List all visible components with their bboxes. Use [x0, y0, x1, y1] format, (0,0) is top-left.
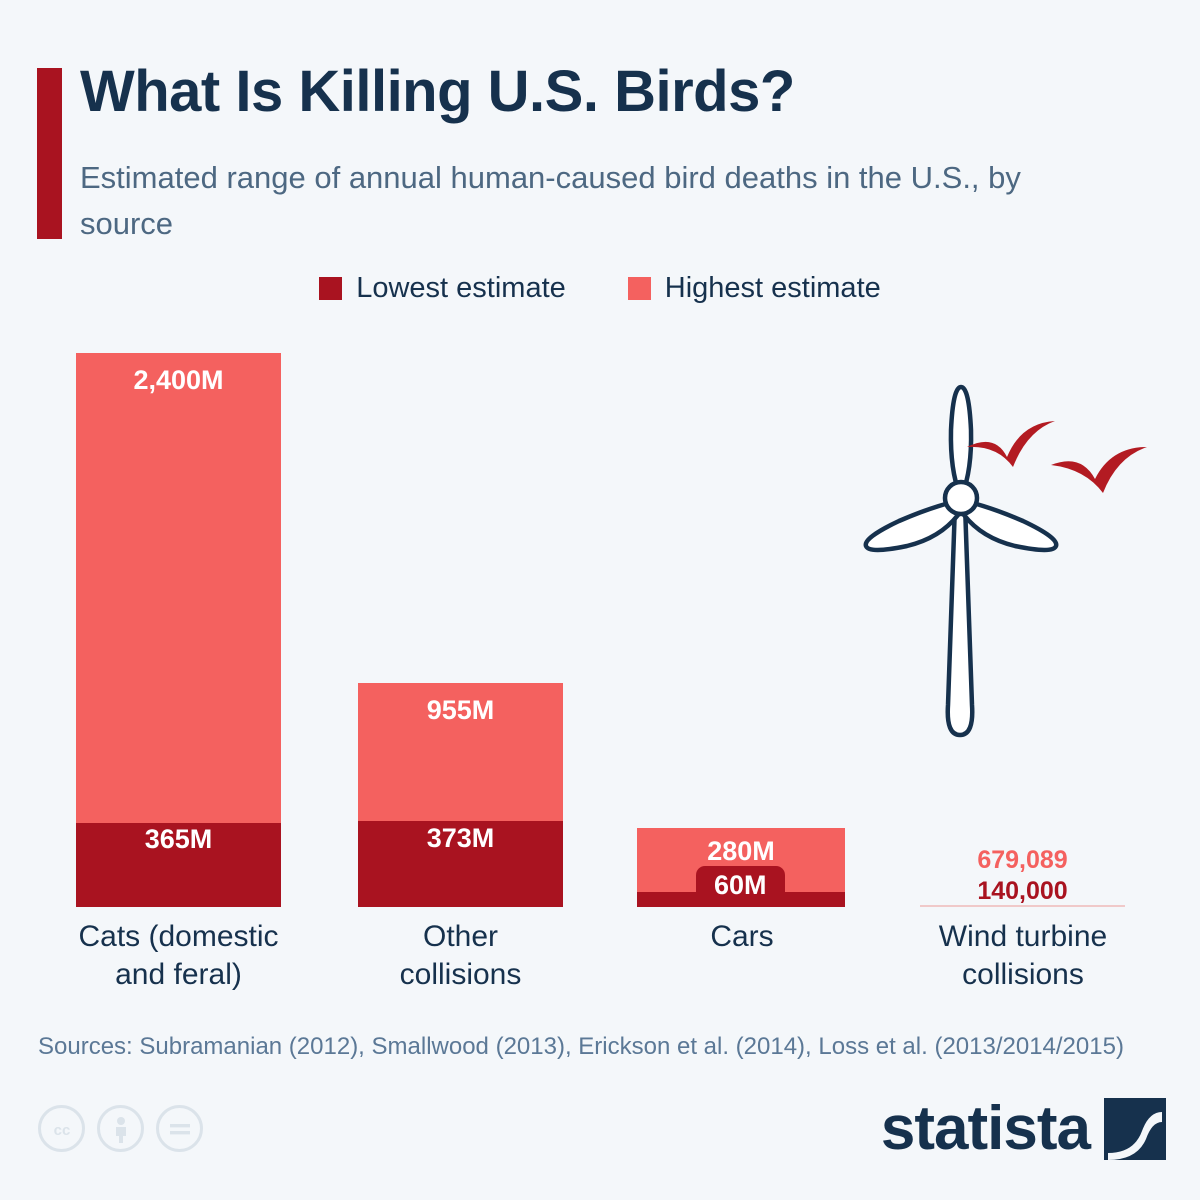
statista-swoosh-icon	[1104, 1098, 1166, 1160]
wind-low-label: 140,000	[977, 877, 1068, 905]
turbine-tower-icon	[945, 502, 975, 738]
wind-turbine-values: 679,089 140,000	[920, 845, 1125, 907]
category-label-cats-line1: Cats (domestic	[78, 920, 279, 953]
attribution-icon[interactable]	[97, 1105, 144, 1152]
bird-icon-1	[967, 421, 1055, 467]
sources-note: Sources: Subramanian (2012), Smallwood (…	[38, 1033, 1124, 1060]
page-subtitle: Estimated range of annual human-caused b…	[80, 160, 1021, 241]
bar-cats-low-segment	[76, 823, 281, 907]
turbine-hub-icon	[942, 479, 980, 517]
legend-swatch-lowest-icon	[319, 277, 343, 300]
category-label-wind-line2: collisions	[962, 958, 1084, 991]
bar-other-low-label: 373M	[426, 823, 495, 853]
wind-baseline-rule	[920, 905, 1125, 907]
wind-turbine-illustration	[863, 384, 1147, 738]
category-label-wind-line1: Wind turbine	[938, 920, 1108, 953]
statista-logo[interactable]: statista	[881, 1098, 1166, 1160]
creative-commons-icon[interactable]: cc	[38, 1105, 85, 1152]
no-derivatives-icon[interactable]	[156, 1105, 203, 1152]
legend-item-lowest[interactable]: Lowest estimate	[319, 272, 566, 305]
category-label-cars: Cars	[638, 918, 846, 956]
chart-legend: Lowest estimate Highest estimate	[0, 272, 1200, 305]
equals-glyph-icon	[169, 1123, 190, 1134]
category-label-other-line2: collisions	[399, 958, 522, 991]
bird-icon-2	[1051, 447, 1147, 493]
statista-mark-icon	[1104, 1098, 1166, 1160]
turbine-blade-left-icon	[863, 499, 961, 553]
category-label-other-collisions: Other collisions	[333, 918, 588, 994]
bar-other-collisions[interactable]: 955M 373M	[358, 683, 563, 907]
turbine-blade-right-icon	[961, 499, 1059, 553]
bar-cars-high-label: 280M	[707, 836, 775, 866]
legend-label-lowest: Lowest estimate	[356, 272, 566, 304]
category-label-cats: Cats (domestic and feral)	[46, 918, 311, 994]
bar-cats[interactable]: 2,400M 365M	[76, 353, 281, 907]
bar-cats-high-label: 2,400M	[133, 365, 224, 395]
legend-item-highest[interactable]: Highest estimate	[627, 272, 881, 305]
turbine-blade-up-icon	[948, 384, 974, 498]
category-label-other-line1: Other	[422, 920, 499, 953]
category-label-cars-line1: Cars	[710, 920, 774, 953]
category-label-cats-line2: and feral)	[115, 958, 242, 991]
page-title: What Is Killing U.S. Birds?	[80, 59, 795, 124]
bar-cats-high-segment	[76, 353, 281, 907]
cc-glyph-icon: cc	[53, 1122, 70, 1139]
license-icons: cc	[38, 1105, 203, 1152]
bar-cars-low-label: 60M	[696, 866, 785, 903]
title-accent-bar	[37, 68, 62, 239]
category-label-wind-turbine: Wind turbine collisions	[898, 918, 1148, 994]
header: What Is Killing U.S. Birds? Estimated ra…	[0, 0, 1200, 260]
bar-other-high-label: 955M	[426, 695, 495, 725]
legend-label-highest: Highest estimate	[664, 272, 881, 304]
bar-cats-low-label: 365M	[144, 824, 213, 854]
bar-other-low-segment	[358, 821, 563, 907]
svg-text:cc: cc	[53, 1122, 70, 1139]
wind-high-label: 679,089	[977, 846, 1068, 874]
statista-wordmark: statista	[880, 1094, 1091, 1163]
person-glyph-icon	[115, 1116, 126, 1143]
illustration-group	[855, 375, 1165, 765]
legend-swatch-highest-icon	[627, 277, 651, 300]
